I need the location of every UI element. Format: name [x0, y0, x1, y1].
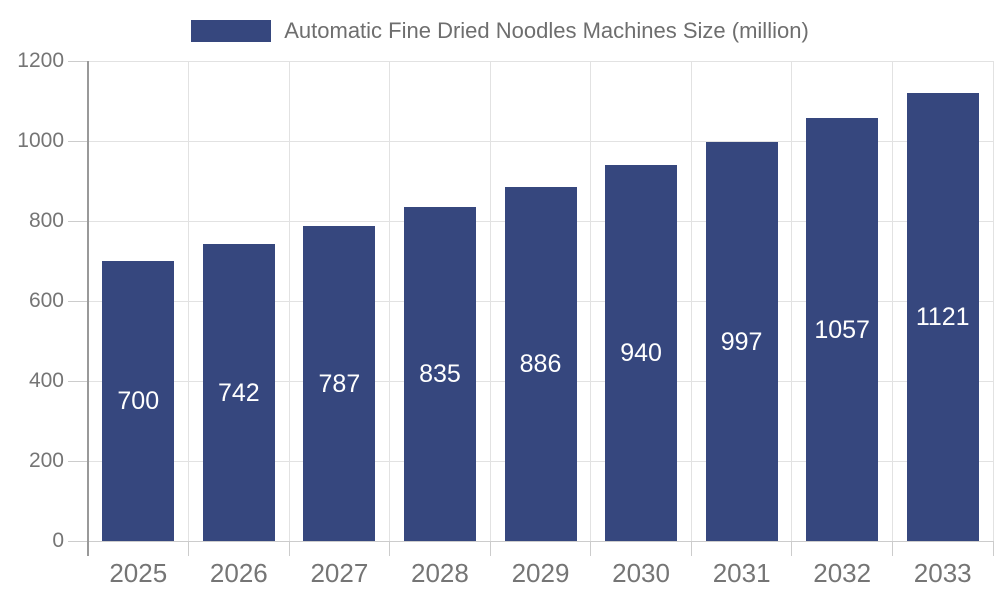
y-axis-tick-label: 600 — [28, 289, 64, 312]
bar — [102, 261, 175, 541]
y-axis-tick-label: 800 — [28, 209, 64, 232]
bar-value-label: 1057 — [814, 315, 870, 344]
y-gridline — [88, 140, 993, 142]
bar-value-label: 835 — [419, 360, 461, 388]
bar — [806, 118, 879, 541]
x-gridline — [590, 61, 592, 541]
legend-swatch — [191, 20, 272, 42]
bar-value-label: 1121 — [915, 302, 970, 331]
y-axis-tick — [68, 300, 88, 302]
x-gridline — [891, 61, 893, 541]
y-axis-tick — [68, 220, 88, 222]
x-axis-tick-label: 2025 — [109, 558, 168, 588]
bar-value-label: 700 — [117, 387, 160, 415]
y-axis-tick — [68, 460, 88, 462]
y-axis-tick — [68, 60, 88, 62]
y-gridline — [88, 540, 993, 542]
y-axis-tick — [68, 540, 88, 542]
bar-value-label: 997 — [720, 327, 763, 356]
x-axis-tick — [288, 541, 290, 556]
x-axis-tick — [188, 541, 190, 556]
y-axis-tick — [68, 140, 88, 142]
x-axis-tick-label: 2027 — [310, 558, 369, 588]
x-axis-tick-label: 2029 — [511, 558, 570, 588]
x-gridline — [389, 61, 391, 541]
bar — [705, 142, 778, 541]
y-axis-tick-label: 0 — [52, 529, 64, 552]
bar-value-label: 940 — [620, 339, 662, 367]
x-axis-tick-label: 2028 — [411, 558, 469, 588]
y-axis-line — [87, 61, 89, 556]
x-axis-tick — [791, 541, 793, 556]
bar-value-label: 787 — [318, 369, 361, 398]
legend: Automatic Fine Dried Noodles Machines Si… — [0, 14, 1000, 48]
x-axis-tick — [389, 541, 391, 556]
x-gridline — [489, 61, 491, 541]
x-gridline — [791, 61, 793, 541]
bar — [605, 165, 678, 541]
bar — [906, 92, 979, 541]
y-axis-tick-label: 400 — [28, 369, 64, 392]
x-axis-tick — [891, 541, 893, 556]
x-axis-tick — [992, 541, 994, 556]
bar — [403, 207, 476, 541]
x-axis-tick — [590, 541, 592, 556]
x-axis-tick — [489, 541, 491, 556]
y-gridline — [88, 60, 993, 62]
y-axis-tick-label: 1000 — [17, 129, 64, 152]
bar — [303, 226, 376, 541]
bar-value-label: 742 — [217, 378, 260, 407]
x-axis-tick-label: 2031 — [712, 558, 771, 588]
x-gridline — [188, 61, 190, 541]
x-gridline — [992, 61, 994, 541]
y-axis-tick-label: 200 — [28, 449, 64, 472]
bar — [504, 186, 577, 541]
bar-value-label: 886 — [519, 349, 562, 378]
x-axis-tick-label: 2033 — [913, 558, 972, 588]
bar — [202, 244, 275, 541]
y-axis-tick-label: 1200 — [17, 49, 64, 72]
x-axis-tick-label: 2030 — [612, 558, 670, 588]
x-gridline — [690, 61, 692, 541]
x-axis-tick-label: 2032 — [813, 558, 872, 588]
x-gridline — [288, 61, 290, 541]
x-axis-tick-label: 2026 — [209, 558, 268, 588]
x-axis-tick — [690, 541, 692, 556]
legend-label: Automatic Fine Dried Noodles Machines Si… — [284, 18, 809, 43]
y-axis-tick — [68, 380, 88, 382]
